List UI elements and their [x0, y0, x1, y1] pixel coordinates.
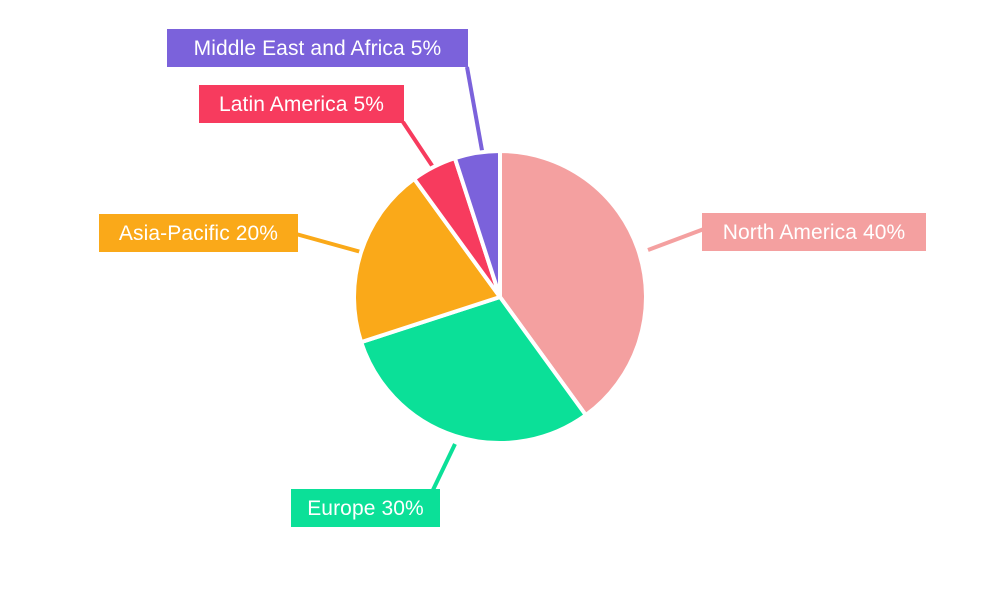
slice-label-latin-america[interactable]: Latin America 5%	[199, 85, 404, 123]
leader-line	[401, 120, 437, 172]
pie-slice-europe[interactable]	[359, 295, 588, 445]
pie-slice-middle-east-and-africa[interactable]	[452, 149, 502, 299]
slice-label-north-america[interactable]: North America 40%	[702, 213, 926, 251]
leader-line	[430, 443, 457, 493]
pie-slice-asia-pacific[interactable]	[352, 176, 502, 345]
leader-line	[647, 227, 705, 252]
slice-label-europe[interactable]: Europe 30%	[291, 489, 440, 527]
pie-slice-group	[352, 149, 648, 445]
leader-line-group	[295, 66, 705, 493]
slice-label-asia-pacific[interactable]: Asia-Pacific 20%	[99, 214, 298, 252]
leader-line	[295, 232, 362, 254]
pie-slice-north-america[interactable]	[498, 149, 648, 418]
slice-label-middle-east-and-africa[interactable]: Middle East and Africa 5%	[167, 29, 468, 67]
leader-line	[465, 66, 485, 157]
